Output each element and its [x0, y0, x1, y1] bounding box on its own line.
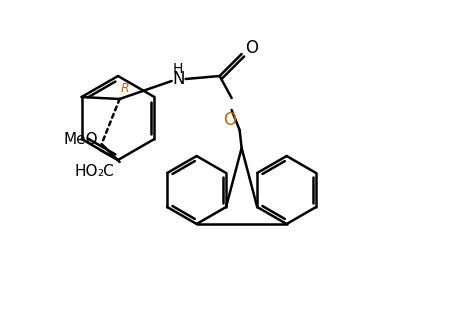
- Text: HO: HO: [74, 164, 98, 180]
- Text: MeO: MeO: [63, 132, 98, 147]
- Text: O: O: [245, 39, 258, 57]
- Text: R: R: [120, 82, 129, 95]
- Text: O: O: [223, 111, 236, 129]
- Text: N: N: [173, 70, 185, 88]
- Text: H: H: [173, 62, 183, 76]
- Text: ₂C: ₂C: [98, 164, 114, 180]
